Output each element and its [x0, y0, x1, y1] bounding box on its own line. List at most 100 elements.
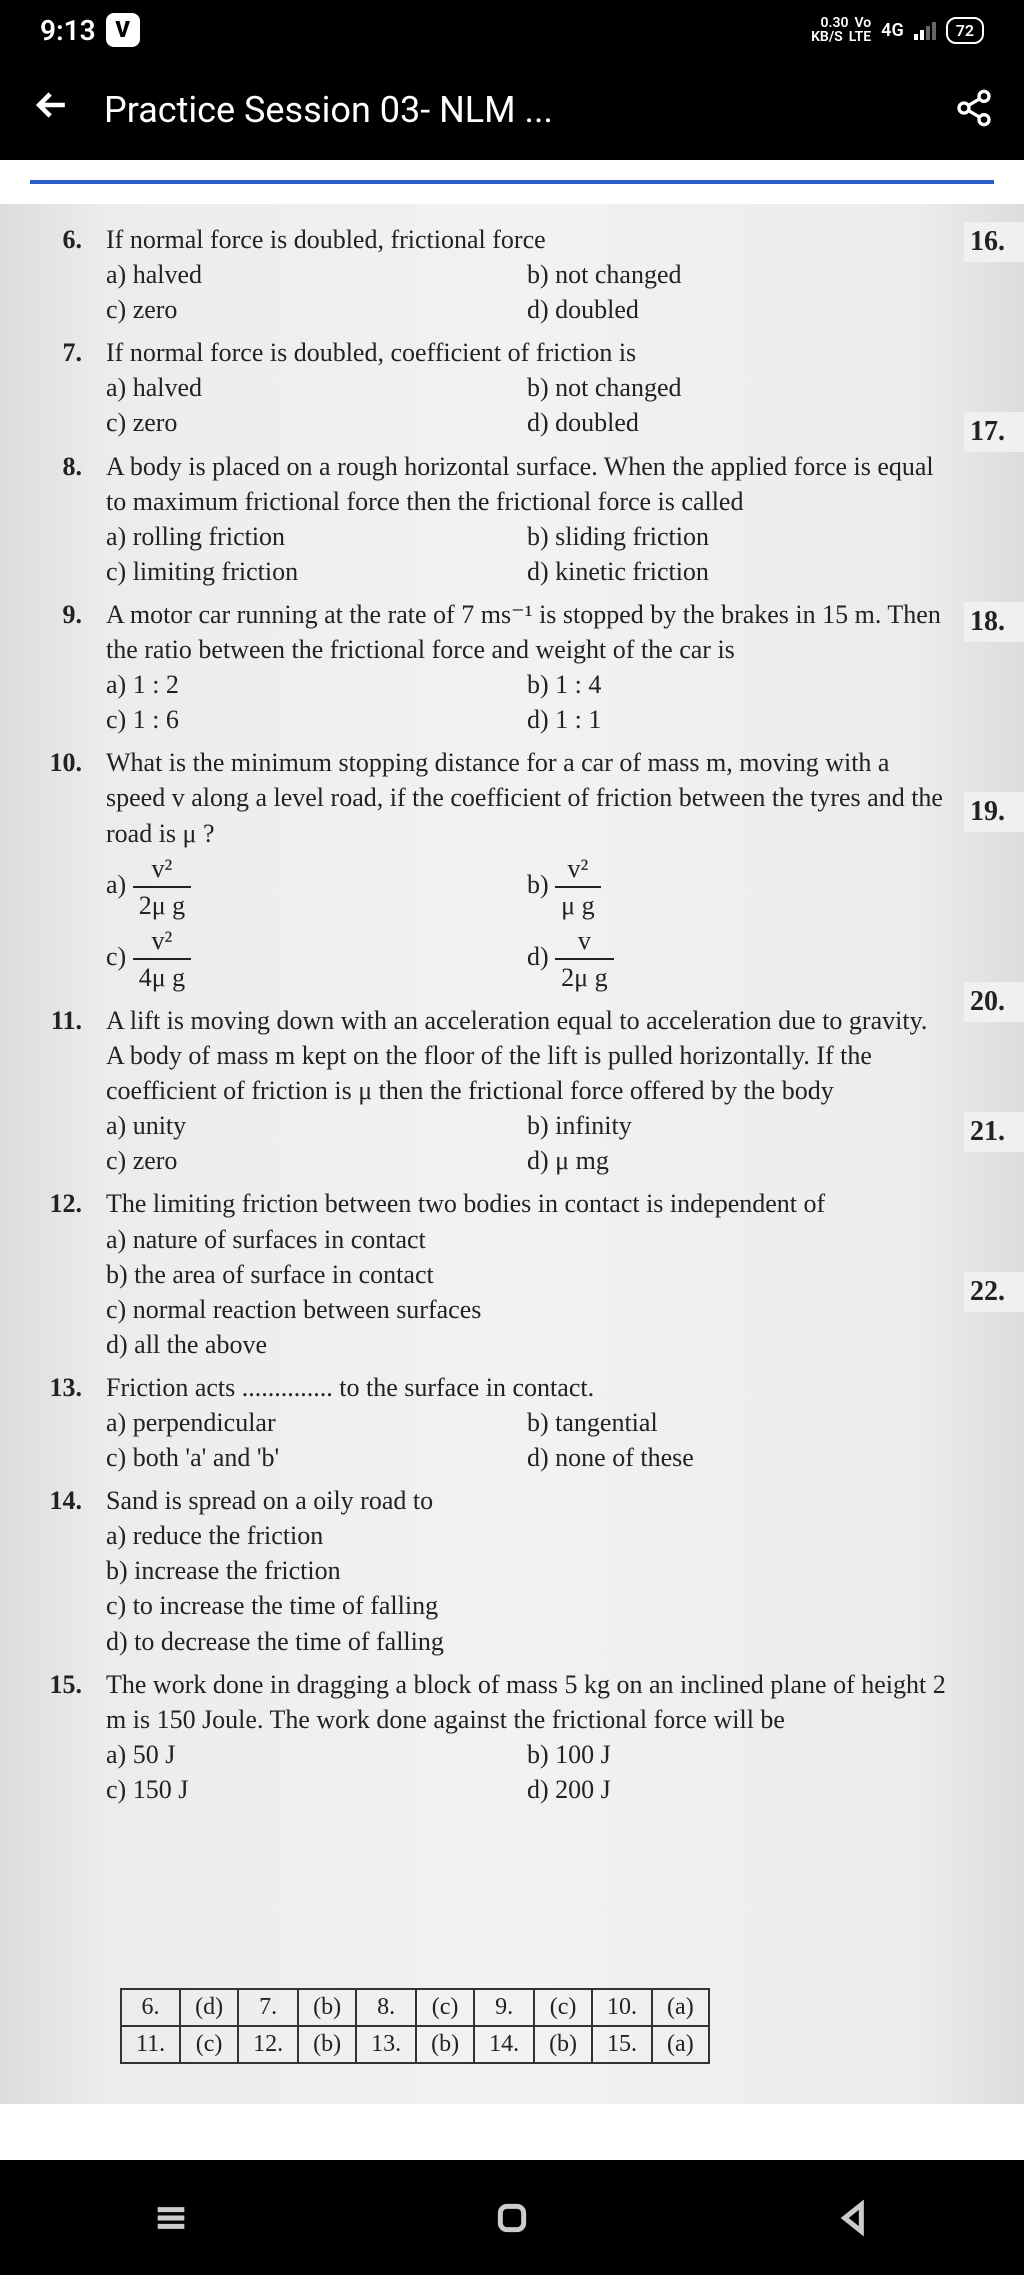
question-stem: The limiting friction between two bodies…: [106, 1186, 948, 1221]
question-body: If normal force is doubled, frictional f…: [106, 222, 948, 327]
question-stem: Sand is spread on a oily road to: [106, 1483, 948, 1518]
question-stem: A motor car running at the rate of 7 ms⁻…: [106, 597, 948, 667]
table-cell: 14.: [474, 2026, 534, 2063]
question-stem: Friction acts .............. to the surf…: [106, 1370, 948, 1405]
table-row: 6.(d)7.(b)8.(c)9.(c)10.(a): [121, 1989, 709, 2026]
table-cell: (c): [180, 2026, 238, 2063]
status-right: 0.30Vo KB/SLTE 4G 72: [811, 16, 984, 44]
options-grid: a) perpendicularb) tangentialc) both 'a'…: [106, 1405, 948, 1475]
option: a) nature of surfaces in contact: [106, 1222, 948, 1257]
question-number: 13.: [28, 1370, 82, 1475]
table-cell: 9.: [474, 1989, 534, 2026]
option: b) v²μ g: [527, 851, 948, 923]
question-body: If normal force is doubled, coefficient …: [106, 335, 948, 440]
question: 9. A motor car running at the rate of 7 m…: [28, 597, 948, 737]
question-number: 14.: [28, 1483, 82, 1658]
option: c) 150 J: [106, 1772, 527, 1807]
table-cell: 13.: [356, 2026, 416, 2063]
option: d) μ mg: [527, 1143, 948, 1178]
question-stem: The work done in dragging a block of mas…: [106, 1667, 948, 1737]
table-cell: 10.: [592, 1989, 652, 2026]
options-grid: a) halvedb) not changedc) zerod) doubled: [106, 370, 948, 440]
option: c) to increase the time of falling: [106, 1588, 948, 1623]
table-cell: 7.: [238, 1989, 298, 2026]
right-numbers-column: 16. 17. 18. 19. 20. 21. 22.: [964, 222, 1024, 1462]
back-button[interactable]: [30, 83, 74, 138]
option: a) unity: [106, 1108, 527, 1143]
question-stem: If normal force is doubled, frictional f…: [106, 222, 948, 257]
table-cell: (c): [534, 1989, 592, 2026]
app-bar: Practice Session 03- NLM ...: [0, 60, 1024, 160]
question-body: The work done in dragging a block of mas…: [106, 1667, 948, 1807]
option: a) 50 J: [106, 1737, 527, 1772]
question-stem: A body is placed on a rough horizontal s…: [106, 449, 948, 519]
signal-bars-icon: [914, 20, 936, 40]
table-cell: (b): [534, 2026, 592, 2063]
side-number: 22.: [964, 1272, 1024, 1312]
signal-label: 4G: [881, 20, 904, 41]
share-button[interactable]: [954, 88, 994, 132]
question-body: Sand is spread on a oily road toa) reduc…: [106, 1483, 948, 1658]
option: d) kinetic friction: [527, 554, 948, 589]
options-grid: a) rolling frictionb) sliding frictionc)…: [106, 519, 948, 589]
page-title: Practice Session 03- NLM ...: [104, 89, 924, 131]
options-grid: a) 50 Jb) 100 Jc) 150 Jd) 200 J: [106, 1737, 948, 1807]
option: d) doubled: [527, 292, 948, 327]
option: d) 200 J: [527, 1772, 948, 1807]
option: d) 1 : 1: [527, 702, 948, 737]
answers-table: 6.(d)7.(b)8.(c)9.(c)10.(a)11.(c)12.(b)13…: [120, 1988, 710, 2064]
question-number: 15.: [28, 1667, 82, 1807]
battery-indicator: 72: [946, 17, 984, 44]
option: c) zero: [106, 405, 527, 440]
table-cell: (b): [298, 2026, 356, 2063]
table-cell: 12.: [238, 2026, 298, 2063]
option: d) v2μ g: [527, 923, 948, 995]
side-number: 17.: [964, 412, 1024, 452]
table-cell: 11.: [121, 2026, 180, 2063]
option: a) rolling friction: [106, 519, 527, 554]
options-list: a) nature of surfaces in contactb) the a…: [106, 1222, 948, 1362]
option: c) normal reaction between surfaces: [106, 1292, 948, 1327]
option: c) 1 : 6: [106, 702, 527, 737]
option: d) doubled: [527, 405, 948, 440]
question-body: A body is placed on a rough horizontal s…: [106, 449, 948, 589]
questions-column: 6. If normal force is doubled, frictional…: [28, 222, 948, 1815]
recent-apps-button[interactable]: [146, 2193, 196, 2243]
option: b) infinity: [527, 1108, 948, 1143]
question-number: 9.: [28, 597, 82, 737]
question-body: What is the minimum stopping distance fo…: [106, 745, 948, 995]
question: 11. A lift is moving down with an acceler…: [28, 1003, 948, 1178]
question: 7. If normal force is doubled, coefficien…: [28, 335, 948, 440]
nav-back-button[interactable]: [828, 2193, 878, 2243]
option: a) perpendicular: [106, 1405, 527, 1440]
option: d) to decrease the time of falling: [106, 1624, 948, 1659]
document-viewport[interactable]: 6. If normal force is doubled, frictional…: [0, 160, 1024, 2160]
question-body: A motor car running at the rate of 7 ms⁻…: [106, 597, 948, 737]
table-cell: 15.: [592, 2026, 652, 2063]
option: b) 100 J: [527, 1737, 948, 1772]
side-number: 16.: [964, 222, 1024, 262]
question-body: The limiting friction between two bodies…: [106, 1186, 948, 1361]
option: b) not changed: [527, 257, 948, 292]
question: 10. What is the minimum stopping distance…: [28, 745, 948, 995]
question-number: 10.: [28, 745, 82, 995]
table-cell: 6.: [121, 1989, 180, 2026]
option: b) 1 : 4: [527, 667, 948, 702]
side-number: 19.: [964, 792, 1024, 832]
question-number: 6.: [28, 222, 82, 327]
option: d) all the above: [106, 1327, 948, 1362]
home-button[interactable]: [487, 2193, 537, 2243]
question-number: 7.: [28, 335, 82, 440]
options-grid: a) unityb) infinityc) zerod) μ mg: [106, 1108, 948, 1178]
side-number: 18.: [964, 602, 1024, 642]
v-badge-icon: V: [106, 13, 140, 47]
question-stem: If normal force is doubled, coefficient …: [106, 335, 948, 370]
question-number: 12.: [28, 1186, 82, 1361]
table-cell: (b): [298, 1989, 356, 2026]
option: b) the area of surface in contact: [106, 1257, 948, 1292]
question-stem: A lift is moving down with an accelerati…: [106, 1003, 948, 1108]
options-grid: a) v²2μ gb) v²μ gc) v²4μ gd) v2μ g: [106, 851, 948, 995]
question-number: 11.: [28, 1003, 82, 1178]
options-list: a) reduce the frictionb) increase the fr…: [106, 1518, 948, 1658]
question: 14. Sand is spread on a oily road toa) re…: [28, 1483, 948, 1658]
